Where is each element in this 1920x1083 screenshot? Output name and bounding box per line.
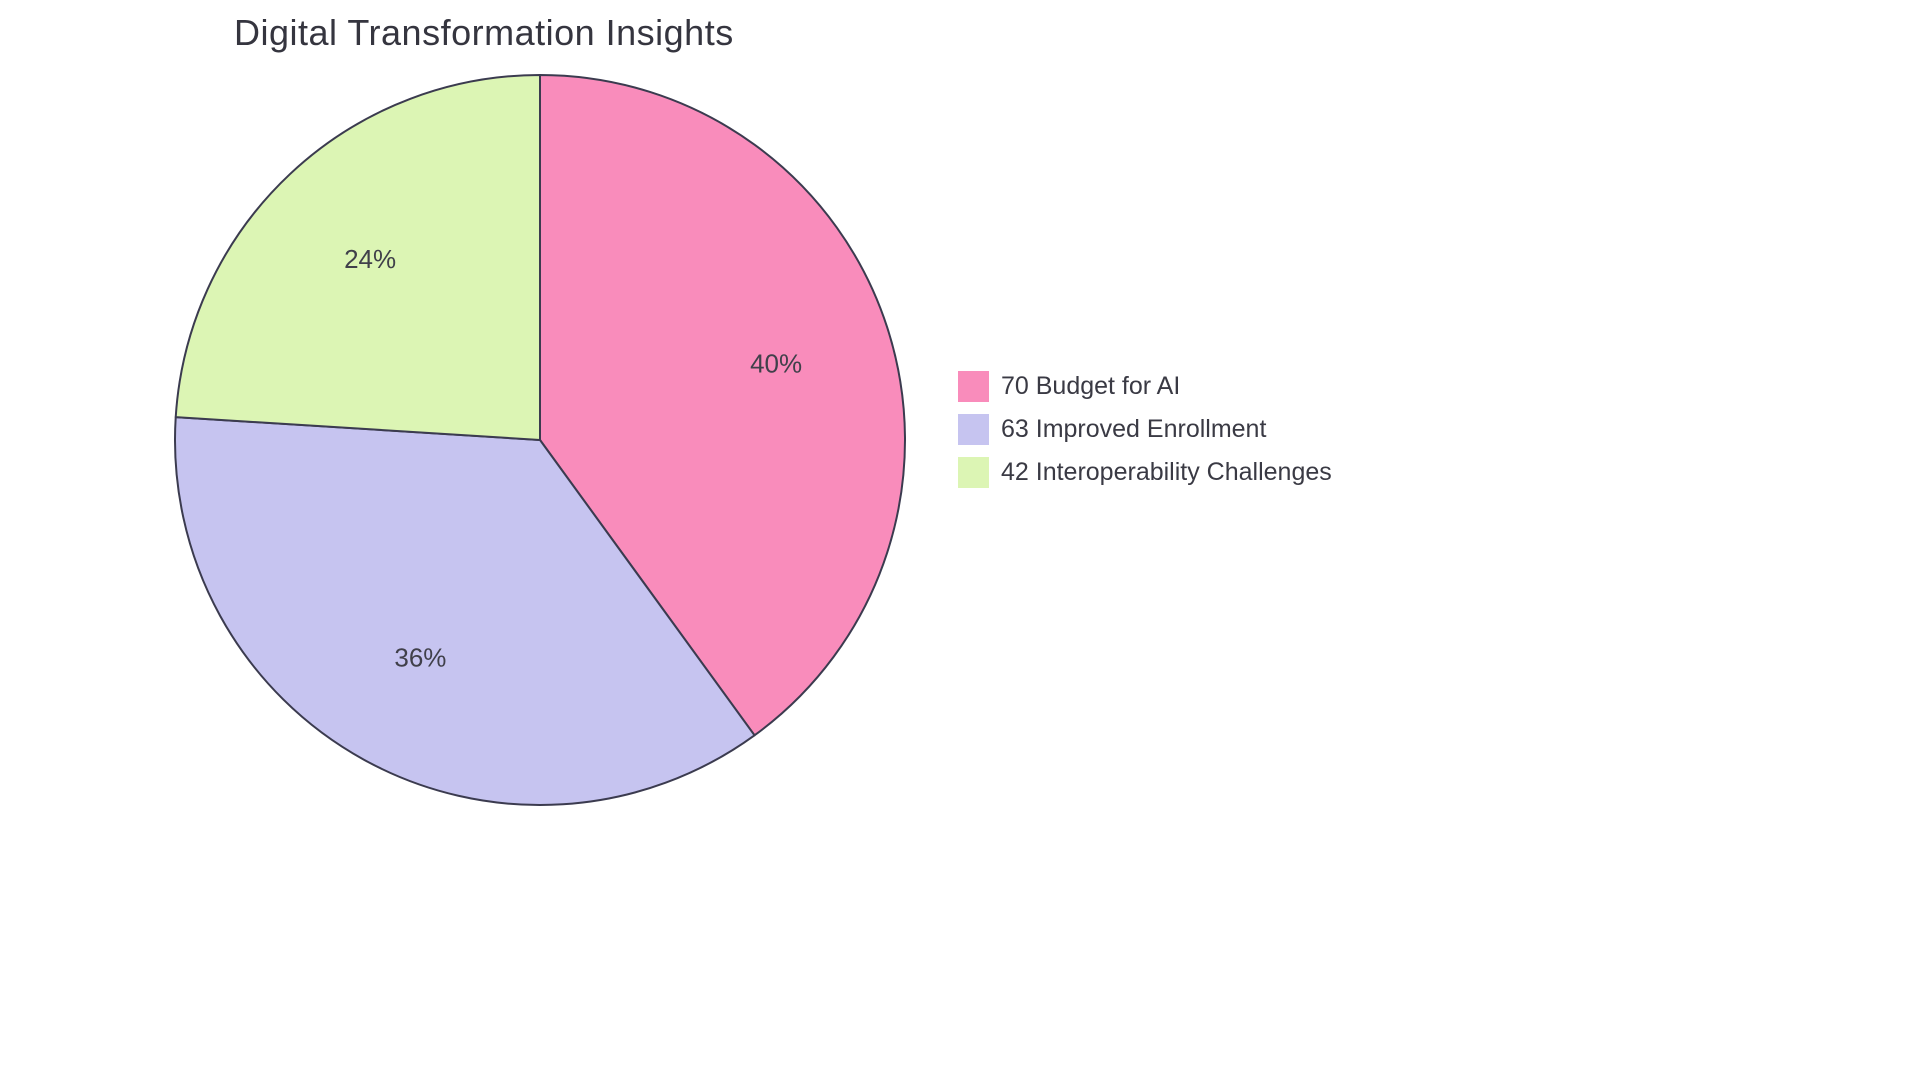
chart-title: Digital Transformation Insights (234, 12, 734, 53)
legend-label: 63 Improved Enrollment (1001, 415, 1267, 443)
slice-percent-label: 40% (750, 348, 802, 378)
slice-percent-label: 24% (344, 244, 396, 274)
legend-item: 42 Interoperability Challenges (958, 457, 1332, 488)
legend-label: 70 Budget for AI (1001, 372, 1181, 400)
legend-item: 63 Improved Enrollment (958, 414, 1332, 445)
legend: 70 Budget for AI 63 Improved Enrollment 42… (958, 371, 1332, 500)
legend-swatch (958, 414, 989, 445)
slice-percent-label: 36% (394, 643, 446, 673)
pie-slice-3 (174, 74, 541, 441)
legend-label: 42 Interoperability Challenges (1001, 458, 1332, 486)
legend-swatch (958, 371, 989, 402)
pie-slice-2 (174, 416, 756, 806)
pie-slice-1 (539, 74, 906, 737)
legend-swatch (958, 457, 989, 488)
legend-item: 70 Budget for AI (958, 371, 1332, 402)
